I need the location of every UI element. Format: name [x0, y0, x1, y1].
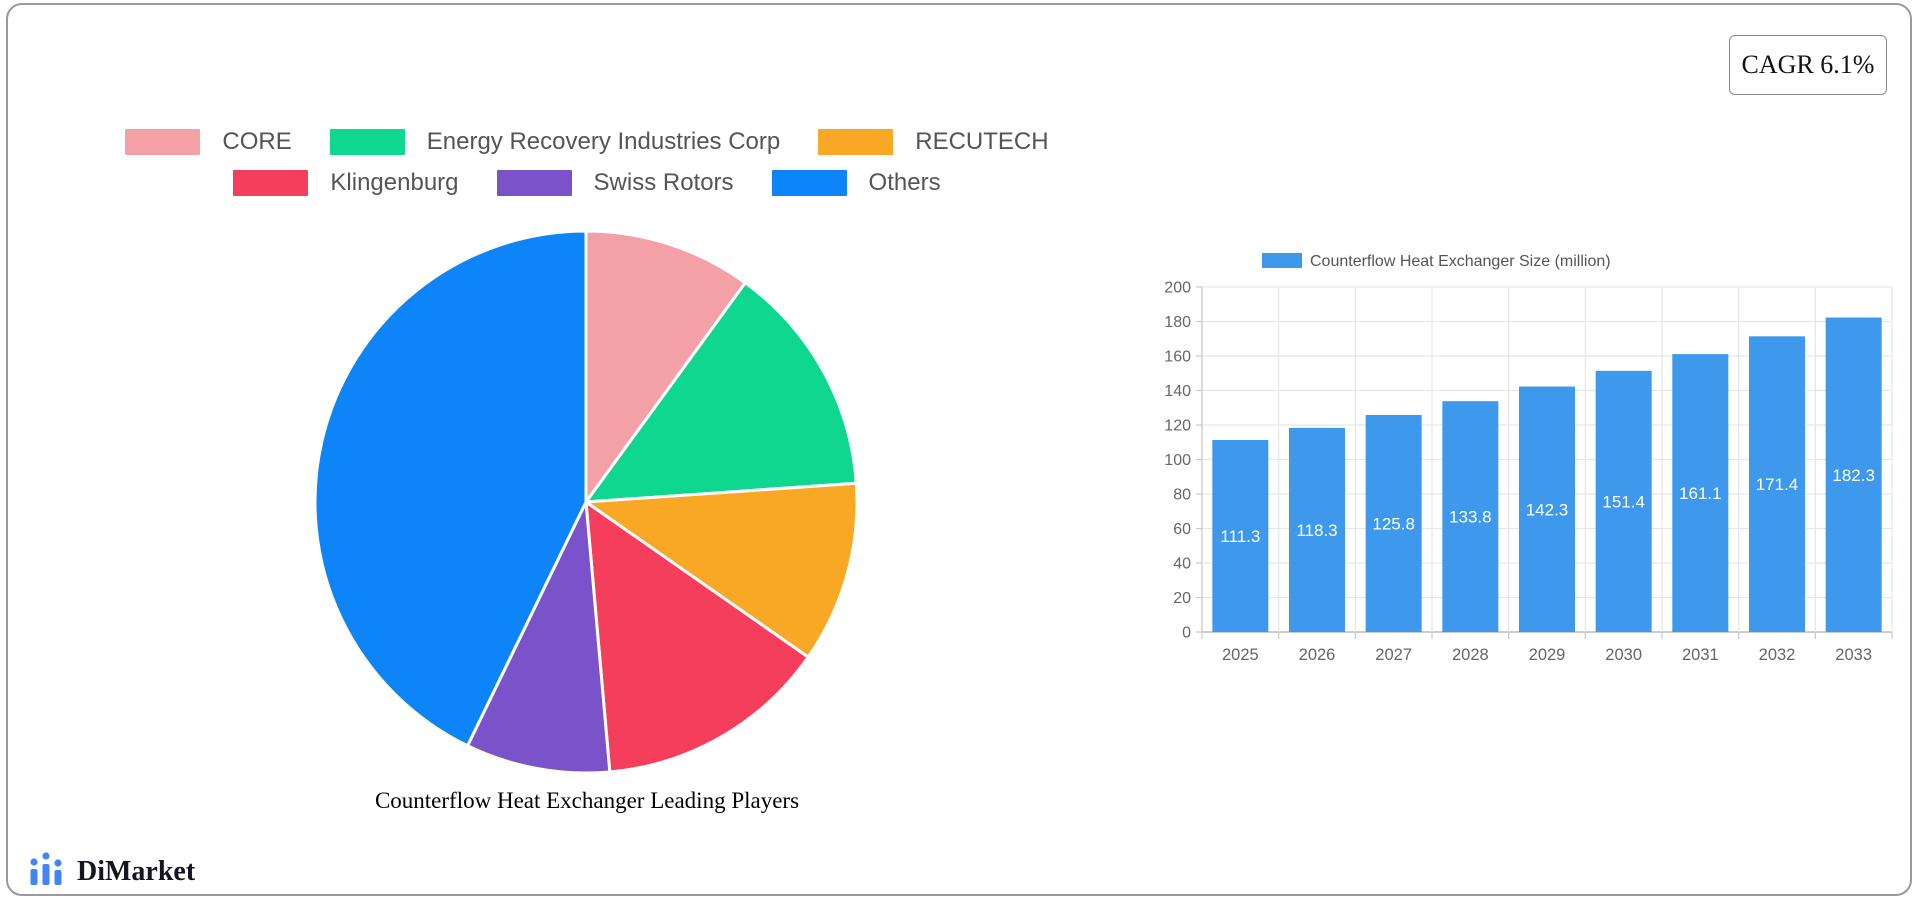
bar-value-label: 142.3	[1526, 500, 1569, 519]
legend-label: Energy Recovery Industries Corp	[426, 128, 781, 155]
cagr-badge-label: CAGR 6.1%	[1741, 50, 1875, 79]
bar-2028	[1442, 401, 1499, 632]
bar-legend-label[interactable]: Counterflow Heat Exchanger Size (million…	[1310, 253, 1611, 270]
legend-label: Klingenburg	[330, 169, 459, 196]
y-tick-label: 140	[1164, 383, 1191, 400]
legend-item-core[interactable]: CORE	[125, 128, 292, 156]
legend-item-klingenburg[interactable]: Klingenburg	[233, 169, 459, 197]
pie-slice-others	[313, 229, 588, 748]
x-tick-label-2025: 2025	[1222, 646, 1259, 664]
y-tick-label: 60	[1173, 521, 1191, 538]
pie-slice-klingenburg	[584, 500, 810, 774]
pie-chart-svg	[313, 229, 859, 775]
legend-label: RECUTECH	[915, 128, 1049, 155]
pie-slice-core	[584, 229, 747, 504]
bar-value-label: 171.4	[1756, 475, 1799, 494]
x-tick-label-2031: 2031	[1682, 646, 1719, 664]
legend-item-others[interactable]: Others	[771, 169, 941, 197]
x-tick-label-2026: 2026	[1299, 646, 1336, 664]
bar-value-label: 133.8	[1449, 508, 1492, 527]
x-tick-label-2032: 2032	[1759, 646, 1796, 664]
bar-value-label: 182.3	[1832, 466, 1875, 485]
bar-chart-svg: 0 20 40 60 80 100 120 140 160 180 200 111.3 2025 118.…	[1164, 253, 1893, 664]
legend-item-recutech[interactable]: RECUTECH	[818, 128, 1049, 156]
pie-chart-title: Counterflow Heat Exchanger Leading Playe…	[374, 788, 800, 813]
bar-2027	[1365, 414, 1422, 632]
legend-swatch-klingenburg	[233, 170, 309, 196]
bar-2030	[1595, 370, 1652, 632]
x-tick-label-2027: 2027	[1375, 646, 1412, 664]
x-tick-label-2029: 2029	[1529, 646, 1566, 664]
legend-row: Klingenburg Swiss Rotors Others	[0, 169, 1174, 197]
bar-value-label: 111.3	[1220, 527, 1260, 546]
legend-row: CORE Energy Recovery Industries Corp RECUT…	[0, 128, 1174, 156]
bar-2025	[1212, 440, 1269, 632]
y-tick-label: 0	[1182, 625, 1191, 642]
bar-2031	[1672, 354, 1729, 632]
y-tick-label: 40	[1173, 556, 1191, 573]
legend-label: Others	[868, 169, 941, 196]
y-tick-label: 200	[1164, 280, 1191, 297]
legend-item-swiss-rotors[interactable]: Swiss Rotors	[496, 169, 734, 197]
bar-2033	[1825, 317, 1882, 632]
y-tick-label: 120	[1164, 418, 1191, 435]
y-tick-label: 20	[1173, 590, 1191, 607]
pie-slice-swiss-rotors	[466, 500, 612, 775]
bar-value-label: 151.4	[1602, 492, 1645, 511]
bar-value-label: 118.3	[1296, 521, 1337, 540]
x-tick-label-2033: 2033	[1835, 646, 1872, 664]
legend-swatch-others	[771, 170, 847, 196]
x-tick-label-2028: 2028	[1452, 646, 1489, 664]
bar-2026	[1289, 427, 1345, 632]
legend-swatch-energy-recovery-industries-corp	[329, 129, 405, 155]
cagr-badge: CAGR 6.1%	[1729, 35, 1887, 95]
bar-2029	[1519, 386, 1575, 632]
y-tick-label: 100	[1164, 452, 1191, 469]
pie-slice-energy-recovery-industries-corp	[584, 281, 858, 504]
bar-legend-swatch[interactable]	[1262, 253, 1302, 268]
brand-logo: DiMarket	[28, 850, 195, 886]
legend-swatch-swiss-rotors	[496, 170, 572, 196]
legend-swatch-core	[125, 129, 201, 155]
legend-label: Swiss Rotors	[593, 169, 734, 196]
pie-legend: CORE Energy Recovery Industries Corp RECUT…	[0, 128, 1174, 197]
y-tick-label: 80	[1173, 487, 1191, 504]
brand-bars-icon	[30, 852, 62, 885]
x-tick-label-2030: 2030	[1605, 646, 1642, 664]
bar-value-label: 161.1	[1679, 484, 1722, 503]
bar-2032	[1749, 336, 1805, 632]
y-tick-label: 180	[1164, 314, 1191, 331]
brand-name: DiMarket	[77, 856, 196, 887]
pie-slice-recutech	[584, 481, 859, 659]
y-tick-label: 160	[1164, 349, 1191, 366]
bar-value-label: 125.8	[1372, 514, 1415, 533]
legend-item-energy-recovery-industries-corp[interactable]: Energy Recovery Industries Corp	[329, 128, 781, 156]
legend-label: CORE	[222, 128, 292, 155]
legend-swatch-recutech	[818, 129, 894, 155]
